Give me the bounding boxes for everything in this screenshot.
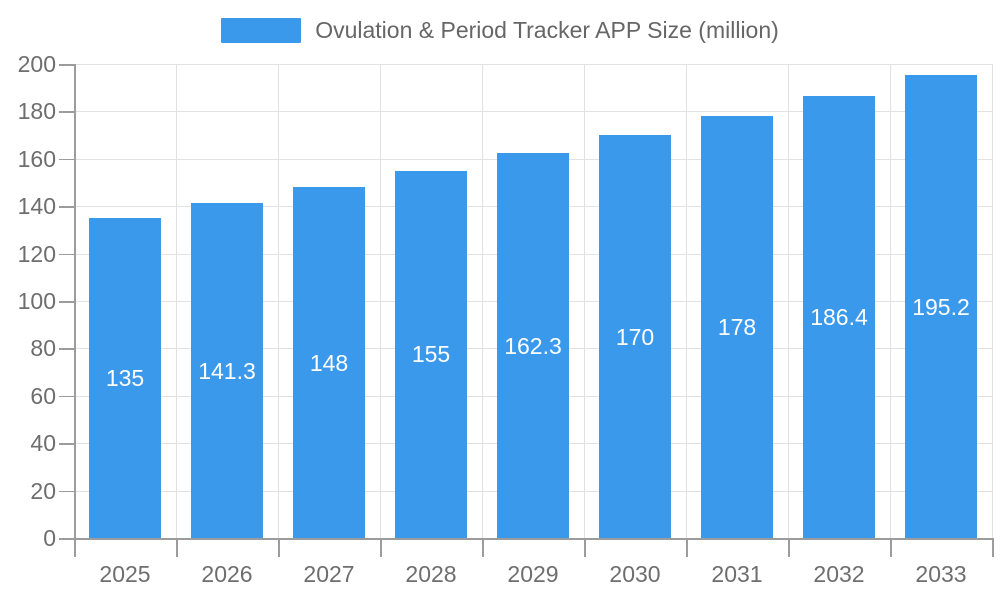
- gridline-vertical: [176, 64, 177, 538]
- y-axis-tick: [59, 490, 74, 493]
- x-tick-label: 2029: [507, 561, 559, 587]
- bar-value-label: 155: [411, 341, 451, 368]
- gridline-vertical: [992, 64, 993, 538]
- bar-value-label: 170: [615, 323, 655, 350]
- x-axis-tick: [380, 538, 382, 557]
- gridline-vertical: [686, 64, 687, 538]
- x-axis-tick: [74, 538, 76, 557]
- y-tick-label: 40: [30, 430, 56, 457]
- bar-value-label: 148: [309, 349, 349, 376]
- y-tick-label: 180: [17, 98, 56, 125]
- y-tick-label: 80: [30, 335, 56, 362]
- x-axis-tick: [992, 538, 994, 557]
- bar[interactable]: [803, 96, 875, 538]
- gridline-vertical: [584, 64, 585, 538]
- y-axis-tick: [59, 111, 74, 113]
- y-tick-label: 0: [43, 525, 56, 551]
- x-tick-label: 2027: [303, 561, 355, 587]
- x-tick-label: 2031: [711, 561, 763, 587]
- y-tick-label: 100: [17, 288, 56, 314]
- y-axis-tick: [59, 395, 74, 398]
- y-axis-tick: [59, 443, 74, 445]
- x-axis-tick: [686, 538, 688, 557]
- bar[interactable]: [701, 116, 773, 538]
- gridline-vertical: [788, 64, 789, 538]
- bar-value-label: 162.3: [504, 332, 562, 359]
- bar[interactable]: [89, 218, 161, 538]
- x-axis-tick: [482, 538, 484, 557]
- bar[interactable]: [497, 153, 569, 538]
- legend[interactable]: Ovulation & Period Tracker APP Size (mil…: [0, 14, 1000, 46]
- y-axis-tick: [59, 538, 74, 540]
- gridline-horizontal: [74, 111, 992, 113]
- gridline-vertical: [890, 64, 891, 538]
- y-tick-label: 140: [17, 193, 56, 220]
- bar-value-label: 141.3: [198, 357, 256, 384]
- y-axis-tick: [59, 64, 74, 66]
- bar[interactable]: [599, 135, 671, 538]
- gridline-vertical: [278, 64, 279, 538]
- x-axis-line: [74, 538, 992, 540]
- x-tick-label: 2033: [915, 561, 967, 587]
- bar[interactable]: [395, 170, 467, 538]
- x-tick-label: 2025: [99, 561, 151, 587]
- y-tick-label: 60: [30, 382, 56, 409]
- y-tick-label: 160: [17, 145, 56, 172]
- bar-value-label: 178: [717, 314, 757, 341]
- y-tick-label: 200: [17, 51, 56, 77]
- y-tick-label: 20: [30, 477, 56, 504]
- bar-value-label: 135: [105, 365, 145, 392]
- x-tick-label: 2030: [609, 561, 661, 587]
- bar[interactable]: [191, 203, 263, 538]
- bar[interactable]: [905, 75, 977, 538]
- legend-swatch: [221, 17, 302, 43]
- gridline-horizontal: [74, 64, 992, 65]
- legend-label: Ovulation & Period Tracker APP Size (mil…: [315, 16, 779, 43]
- bar-value-label: 195.2: [912, 293, 970, 320]
- y-axis-tick: [59, 206, 74, 208]
- y-tick-label: 120: [17, 240, 56, 267]
- bar[interactable]: [293, 187, 365, 538]
- x-axis-tick: [584, 538, 586, 557]
- gridline-vertical: [380, 64, 381, 538]
- y-axis-tick: [59, 301, 74, 303]
- x-axis-tick: [278, 538, 280, 557]
- x-tick-label: 2026: [201, 561, 253, 587]
- y-axis-tick: [59, 348, 74, 350]
- x-axis-tick: [890, 538, 892, 557]
- x-axis-tick: [788, 538, 790, 557]
- x-axis-tick: [176, 538, 178, 557]
- y-axis-tick: [59, 253, 74, 256]
- y-axis-line: [74, 64, 76, 538]
- bar-value-label: 186.4: [810, 304, 868, 331]
- x-tick-label: 2032: [813, 561, 865, 587]
- gridline-vertical: [482, 64, 483, 538]
- x-tick-label: 2028: [405, 561, 457, 587]
- y-axis-tick: [59, 158, 74, 161]
